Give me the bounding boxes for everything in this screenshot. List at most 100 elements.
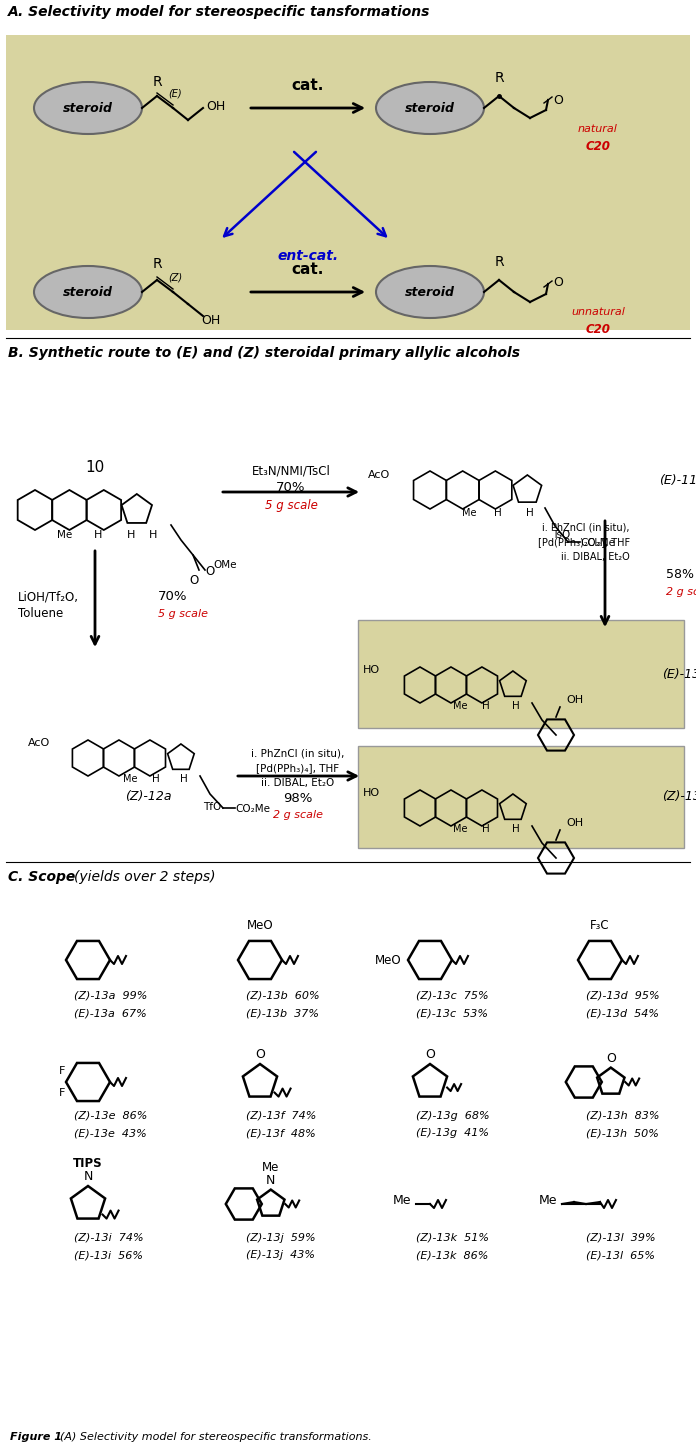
Text: (Z)-13b  60%: (Z)-13b 60% <box>246 991 319 1001</box>
Text: (E)-13a: (E)-13a <box>662 668 696 681</box>
Text: O: O <box>553 94 563 107</box>
Text: F: F <box>58 1087 65 1098</box>
Text: (Z)-13i  74%: (Z)-13i 74% <box>74 1233 143 1244</box>
Text: Figure 1: Figure 1 <box>10 1432 62 1442</box>
Text: (E)-13b  37%: (E)-13b 37% <box>246 1008 319 1018</box>
Text: (E)-13c  53%: (E)-13c 53% <box>416 1008 488 1018</box>
Text: (E)-13j  43%: (E)-13j 43% <box>246 1249 315 1259</box>
Ellipse shape <box>34 82 142 134</box>
Text: TfO: TfO <box>203 803 221 813</box>
Text: B. Synthetic route to (E) and (Z) steroidal primary allylic alcohols: B. Synthetic route to (E) and (Z) steroi… <box>8 346 520 360</box>
Ellipse shape <box>376 82 484 134</box>
Text: C. Scope: C. Scope <box>8 870 80 884</box>
Text: ii. DIBAL, Et₂O: ii. DIBAL, Et₂O <box>262 778 335 788</box>
Text: H: H <box>494 508 502 518</box>
Text: OH: OH <box>566 696 583 706</box>
Text: TIPS: TIPS <box>73 1157 103 1170</box>
Text: CO₂Me: CO₂Me <box>235 804 270 814</box>
Text: ii. DIBAL, Et₂O: ii. DIBAL, Et₂O <box>561 552 630 562</box>
Text: i. PhZnCl (in situ),: i. PhZnCl (in situ), <box>251 748 345 758</box>
Text: N: N <box>266 1174 276 1187</box>
Text: R: R <box>152 75 161 90</box>
Text: steroid: steroid <box>405 101 455 114</box>
Text: (E)-13i  56%: (E)-13i 56% <box>74 1249 143 1259</box>
Text: R: R <box>494 254 504 269</box>
Text: H: H <box>482 701 490 711</box>
Text: (A) Selectivity model for stereospecific transformations.: (A) Selectivity model for stereospecific… <box>60 1432 372 1442</box>
Text: LiOH/Tf₂O,: LiOH/Tf₂O, <box>18 590 79 603</box>
Text: Toluene: Toluene <box>18 607 63 620</box>
Text: 2 g scale: 2 g scale <box>666 587 696 597</box>
Text: (E)-13k  86%: (E)-13k 86% <box>416 1249 489 1259</box>
Text: cat.: cat. <box>292 262 324 278</box>
Text: H: H <box>512 701 520 711</box>
Text: OMe: OMe <box>213 560 237 570</box>
Text: O: O <box>189 574 198 587</box>
Text: i. PhZnCl (in situ),: i. PhZnCl (in situ), <box>542 522 630 532</box>
Text: MeO: MeO <box>246 920 274 933</box>
Text: (E)-13a  67%: (E)-13a 67% <box>74 1008 147 1018</box>
Text: (E): (E) <box>168 88 182 98</box>
Ellipse shape <box>34 266 142 318</box>
Text: Me: Me <box>262 1161 280 1174</box>
Text: ent-cat.: ent-cat. <box>278 249 338 263</box>
Text: 98%: 98% <box>283 792 313 805</box>
Text: H: H <box>526 508 534 518</box>
Text: H: H <box>149 531 157 539</box>
Text: (Z): (Z) <box>168 273 182 283</box>
Text: O: O <box>205 565 214 578</box>
Text: (E)-13g  41%: (E)-13g 41% <box>416 1128 489 1138</box>
Text: (E)-13d  54%: (E)-13d 54% <box>586 1008 659 1018</box>
Text: unnatural: unnatural <box>571 307 625 317</box>
Text: (Z)-13h  83%: (Z)-13h 83% <box>586 1111 660 1121</box>
Text: (yields over 2 steps): (yields over 2 steps) <box>74 870 216 884</box>
Text: (E)-13h  50%: (E)-13h 50% <box>586 1128 659 1138</box>
Text: O: O <box>553 276 563 289</box>
Text: (Z)-13k  51%: (Z)-13k 51% <box>416 1233 489 1244</box>
Text: HO: HO <box>363 788 380 798</box>
Text: 5 g scale: 5 g scale <box>158 609 208 619</box>
Text: Me: Me <box>393 1193 411 1206</box>
Text: C20: C20 <box>585 140 610 153</box>
Text: H: H <box>127 531 135 539</box>
Text: Et₃N/NMI/TsCl: Et₃N/NMI/TsCl <box>251 464 331 477</box>
Text: 70%: 70% <box>276 482 306 495</box>
Text: C20: C20 <box>585 322 610 335</box>
Text: OH: OH <box>201 314 220 327</box>
Text: A. Selectivity model for stereospecific tansformations: A. Selectivity model for stereospecific … <box>8 4 430 19</box>
Text: (Z)-13e  86%: (Z)-13e 86% <box>74 1111 148 1121</box>
Text: Me: Me <box>453 824 468 834</box>
Bar <box>358 746 684 847</box>
Text: (Z)-13a  99%: (Z)-13a 99% <box>74 991 148 1001</box>
Text: F₃C: F₃C <box>590 920 610 933</box>
Text: Me: Me <box>453 701 468 711</box>
Text: MeO: MeO <box>375 953 402 966</box>
Text: AcO: AcO <box>28 737 50 748</box>
Text: O: O <box>606 1051 616 1064</box>
Text: TsO: TsO <box>552 531 570 539</box>
Text: H: H <box>180 774 188 784</box>
Bar <box>358 620 684 727</box>
Text: (E)-13f  48%: (E)-13f 48% <box>246 1128 316 1138</box>
Text: (Z)-13f  74%: (Z)-13f 74% <box>246 1111 317 1121</box>
Text: 2 g scale: 2 g scale <box>273 810 323 820</box>
Text: (Z)-13j  59%: (Z)-13j 59% <box>246 1233 315 1244</box>
Text: O: O <box>255 1048 265 1061</box>
Bar <box>6 35 690 330</box>
Text: steroid: steroid <box>63 285 113 298</box>
Text: R: R <box>494 71 504 85</box>
Text: Me: Me <box>57 531 72 539</box>
Text: (Z)-13l  39%: (Z)-13l 39% <box>586 1233 656 1244</box>
Text: H: H <box>94 531 102 539</box>
Text: natural: natural <box>578 124 618 134</box>
Text: (Z)-13c  75%: (Z)-13c 75% <box>416 991 489 1001</box>
Text: 10: 10 <box>86 460 104 474</box>
Text: H: H <box>152 774 160 784</box>
Text: F: F <box>58 1066 65 1076</box>
Ellipse shape <box>376 266 484 318</box>
Text: 70%: 70% <box>158 590 187 603</box>
Text: 5 g scale: 5 g scale <box>264 499 317 512</box>
Text: (Z)-13a: (Z)-13a <box>662 790 696 803</box>
Text: steroid: steroid <box>63 101 113 114</box>
Text: OH: OH <box>566 818 583 829</box>
